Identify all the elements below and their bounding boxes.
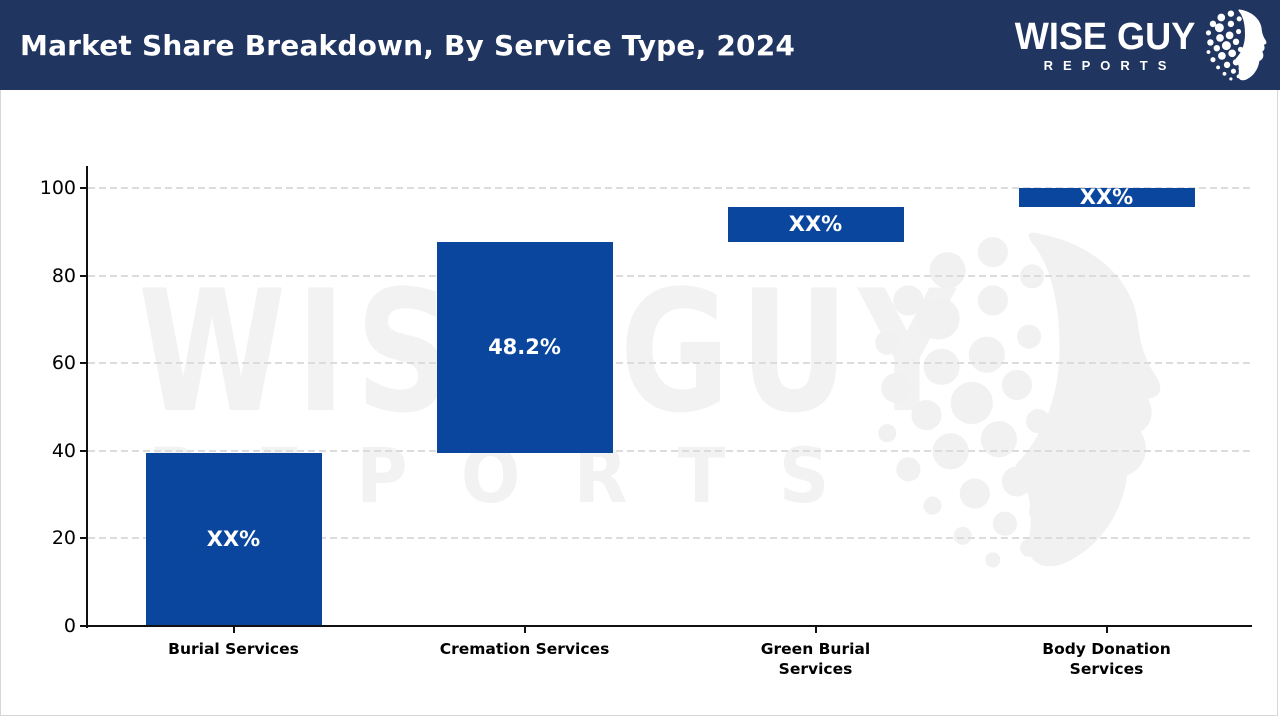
category-label: Green Burial Services <box>701 639 931 679</box>
brand-logo: WISE GUY REPORTS <box>1010 7 1280 83</box>
gridline <box>88 537 1252 540</box>
header: Market Share Breakdown, By Service Type,… <box>0 0 1280 90</box>
y-axis-line <box>86 166 88 628</box>
y-tick-label: 60 <box>51 352 76 375</box>
y-tick-label: 20 <box>51 527 76 550</box>
y-tick-label: 40 <box>51 439 76 462</box>
y-tick-mark <box>80 274 87 277</box>
x-tick-mark <box>523 627 526 633</box>
bar-value-label: XX% <box>1079 185 1134 210</box>
bar-green-burial-services: XX% <box>727 206 904 242</box>
brand-face-icon <box>1204 7 1268 83</box>
brand-name: WISE GUY <box>1014 16 1196 58</box>
category-label: Cremation Services <box>410 639 640 659</box>
x-axis-line <box>86 625 1252 627</box>
bar-value-label: 48.2% <box>488 335 561 360</box>
brand-logo-text: WISE GUY REPORTS <box>1010 17 1200 73</box>
gridline <box>88 449 1252 452</box>
bar-body-donation-services: XX% <box>1018 185 1195 210</box>
y-tick-label: 100 <box>39 176 76 199</box>
category-label-line: Services <box>778 660 853 678</box>
y-tick-mark <box>80 362 87 365</box>
category-label-line: Burial Services <box>168 640 299 658</box>
y-tick-mark <box>80 625 87 627</box>
gridline <box>88 362 1252 365</box>
bar-cremation-services: 48.2% <box>436 241 613 453</box>
category-label: Body Donation Services <box>992 639 1222 679</box>
bar-value-label: XX% <box>788 212 843 237</box>
category-label-line: Green Burial <box>760 640 871 658</box>
y-tick-label: 80 <box>51 264 76 287</box>
gridline <box>88 186 1252 189</box>
y-tick-mark <box>80 449 87 452</box>
x-tick-mark <box>814 627 817 633</box>
bar-value-label: XX% <box>206 527 261 552</box>
brand-subtitle: REPORTS <box>1043 58 1177 73</box>
page-title: Market Share Breakdown, By Service Type,… <box>20 28 796 62</box>
category-label-line: Body Donation <box>1042 640 1171 658</box>
x-tick-mark <box>232 627 235 633</box>
y-tick-mark <box>80 186 87 189</box>
y-tick-mark <box>80 537 87 540</box>
x-tick-mark <box>1105 627 1108 633</box>
category-label: Burial Services <box>119 639 349 659</box>
bar-burial-services: XX% <box>145 452 322 626</box>
category-label-line: Cremation Services <box>439 640 610 658</box>
gridline <box>88 274 1252 277</box>
y-tick-label: 0 <box>63 615 76 637</box>
category-label-line: Services <box>1069 660 1144 678</box>
